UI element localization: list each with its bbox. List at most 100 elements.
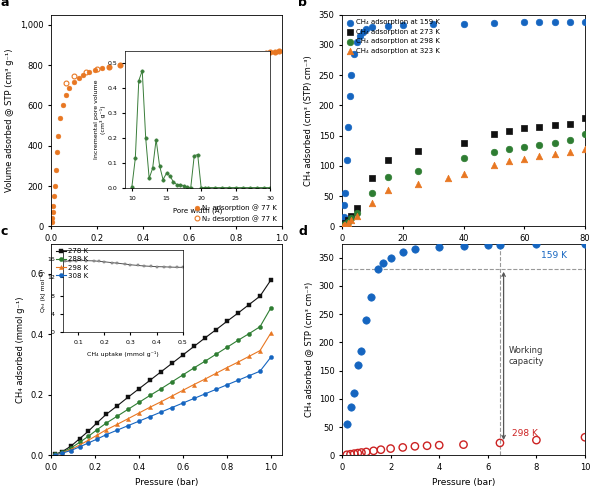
278 K [113,403,121,409]
308 K [58,450,65,456]
CH₄ adsorption at 159 K [383,21,392,29]
N₂ adsorption @ 77 K [221,53,228,59]
CH₄ adsorption at 273 K [580,113,590,121]
N₂ desorption @ 77 K [197,55,205,61]
278 K [268,277,275,283]
N₂ desorption @ 77 K [140,60,147,66]
CH₄ adsorption at 159 K [345,93,355,100]
CH₄ adsorption at 159 K [550,18,559,26]
N₂ adsorption @ 77 K [49,209,56,215]
N₂ adsorption @ 77 K [105,64,112,70]
N₂ adsorption @ 77 K [262,50,269,56]
N₂ adsorption @ 77 K [59,102,66,108]
288 K [52,451,59,457]
Legend: CH₄ adsorption at 159 K, CH₄ adsorption at 273 K, CH₄ adsorption at 298 K, CH₄ a: CH₄ adsorption at 159 K, CH₄ adsorption … [346,18,441,56]
288 K [223,344,230,350]
Y-axis label: Volume adsorbed @ STP (cm³ g⁻¹): Volume adsorbed @ STP (cm³ g⁻¹) [5,49,14,192]
Text: b: b [298,0,307,9]
CH₄ adsorption at 159 K [346,71,356,79]
N₂ adsorption @ 77 K [50,193,58,199]
278 K [85,428,92,434]
298 K [58,450,65,456]
298 K [157,399,164,405]
N₂ adsorption @ 77 K [62,93,70,98]
278 K [136,386,143,392]
CH₄ adsorption at 273 K [383,156,392,164]
288 K [190,365,197,371]
N₂ desorption @ 77 K [94,66,101,72]
CH₄ adsorption at 298 K [383,173,392,181]
CH₄ adsorption at 298 K [520,143,529,150]
N₂ desorption @ 77 K [117,62,124,68]
N₂ adsorption @ 77 K [71,79,78,85]
CH₄ adsorption at 273 K [565,120,575,128]
Point [346,450,355,458]
Point [361,316,371,324]
CH₄ adsorption at 159 K [358,28,368,36]
Point [361,448,371,456]
Point [353,449,362,457]
308 K [136,418,143,424]
Point [410,245,420,253]
Line: 298 K: 298 K [53,331,273,457]
288 K [67,445,74,451]
Y-axis label: CH₄ adsorbed (mmol g⁻¹): CH₄ adsorbed (mmol g⁻¹) [16,296,25,403]
278 K [103,412,110,417]
Point [376,446,386,453]
CH₄ adsorption at 298 K [346,214,356,222]
278 K [146,377,154,383]
298 K [103,427,110,433]
308 K [179,400,187,406]
Point [483,241,493,249]
N₂ adsorption @ 77 K [209,54,216,60]
CH₄ adsorption at 323 K [459,170,469,178]
CH₄ adsorption at 323 K [343,219,353,227]
278 K [256,293,263,299]
CH₄ adsorption at 323 K [383,186,392,194]
Line: N₂ adsorption @ 77 K: N₂ adsorption @ 77 K [49,49,281,225]
288 K [94,427,101,432]
Point [580,240,590,247]
N₂ adsorption @ 77 K [186,56,193,62]
288 K [256,324,263,330]
N₂ adsorption @ 77 K [75,75,82,81]
N₂ desorption @ 77 K [62,80,70,86]
308 K [256,368,263,374]
CH₄ adsorption at 273 K [352,205,362,212]
288 K [85,433,92,439]
CH₄ adsorption at 273 K [368,174,377,182]
Point [459,243,469,250]
298 K [190,382,197,388]
Line: 278 K: 278 K [53,278,273,456]
Y-axis label: CH₄ adsorbed (cm³ (STP) cm⁻³): CH₄ adsorbed (cm³ (STP) cm⁻³) [304,55,313,186]
CH₄ adsorption at 159 K [339,213,349,221]
298 K [124,416,131,422]
298 K [85,437,92,443]
308 K [268,354,275,360]
CH₄ adsorption at 159 K [340,201,349,209]
298 K [245,354,253,359]
278 K [124,394,131,400]
CH₄ adsorption at 298 K [504,145,514,153]
CH₄ adsorption at 323 K [413,180,423,188]
Line: 288 K: 288 K [53,305,273,456]
N₂ adsorption @ 77 K [53,149,61,155]
Point [398,444,407,451]
CH₄ adsorption at 159 K [361,25,371,33]
Point [386,445,395,452]
N₂ desorption @ 77 K [256,51,263,56]
288 K [202,358,209,364]
CH₄ adsorption at 323 K [368,200,377,207]
278 K [67,443,74,449]
Text: d: d [298,225,307,238]
CH₄ adsorption at 159 K [355,32,365,40]
288 K [179,372,187,378]
298 K [67,447,74,452]
X-axis label: Pressure (bar): Pressure (bar) [432,249,495,258]
308 K [212,387,220,393]
N₂ desorption @ 77 K [209,54,216,60]
N₂ adsorption @ 77 K [80,72,87,77]
298 K [223,365,230,371]
Line: N₂ desorption @ 77 K: N₂ desorption @ 77 K [64,49,281,86]
Point [422,442,432,450]
